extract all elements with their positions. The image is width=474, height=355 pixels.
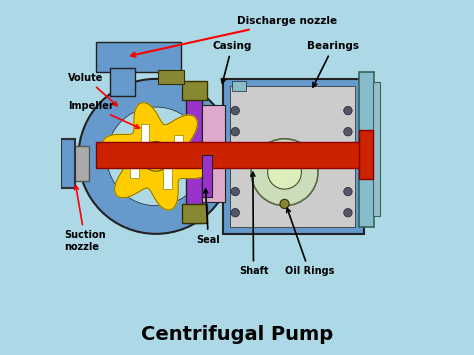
Text: Bearings: Bearings xyxy=(308,41,359,87)
Text: Seal: Seal xyxy=(197,189,220,245)
Circle shape xyxy=(251,139,318,206)
Bar xyxy=(182,81,207,100)
Bar xyxy=(96,42,181,72)
Bar xyxy=(232,81,246,91)
Bar xyxy=(373,82,380,216)
Circle shape xyxy=(79,79,234,234)
Bar xyxy=(96,142,364,168)
Text: Centrifugal Pump: Centrifugal Pump xyxy=(141,325,333,344)
Circle shape xyxy=(231,187,239,196)
Bar xyxy=(202,105,225,202)
Bar xyxy=(110,68,135,97)
Text: Discharge nozzle: Discharge nozzle xyxy=(131,16,337,57)
Bar xyxy=(186,82,202,223)
Text: Shaft: Shaft xyxy=(239,172,268,276)
Circle shape xyxy=(344,208,352,217)
Bar xyxy=(174,135,182,156)
Text: Casing: Casing xyxy=(212,41,252,83)
Bar xyxy=(223,79,364,234)
Bar xyxy=(141,124,149,145)
Polygon shape xyxy=(102,103,210,210)
Circle shape xyxy=(344,187,352,196)
Circle shape xyxy=(268,155,301,189)
Bar xyxy=(358,72,374,227)
Bar xyxy=(130,157,138,178)
Circle shape xyxy=(141,142,171,171)
Bar xyxy=(61,146,89,181)
Circle shape xyxy=(107,107,205,206)
Text: Volute: Volute xyxy=(68,73,117,106)
Circle shape xyxy=(344,106,352,115)
Circle shape xyxy=(231,127,239,136)
Bar xyxy=(61,139,75,188)
Text: Oil Rings: Oil Rings xyxy=(284,208,334,276)
Circle shape xyxy=(231,106,239,115)
Circle shape xyxy=(280,200,289,208)
Circle shape xyxy=(231,208,239,217)
Text: Impeller: Impeller xyxy=(68,101,139,128)
Text: Suction
nozzle: Suction nozzle xyxy=(64,186,106,252)
Bar xyxy=(358,130,373,179)
Bar xyxy=(202,155,211,197)
Circle shape xyxy=(344,127,352,136)
Bar xyxy=(163,168,172,189)
Bar xyxy=(158,70,184,84)
Bar xyxy=(182,204,207,223)
Bar xyxy=(230,86,355,227)
